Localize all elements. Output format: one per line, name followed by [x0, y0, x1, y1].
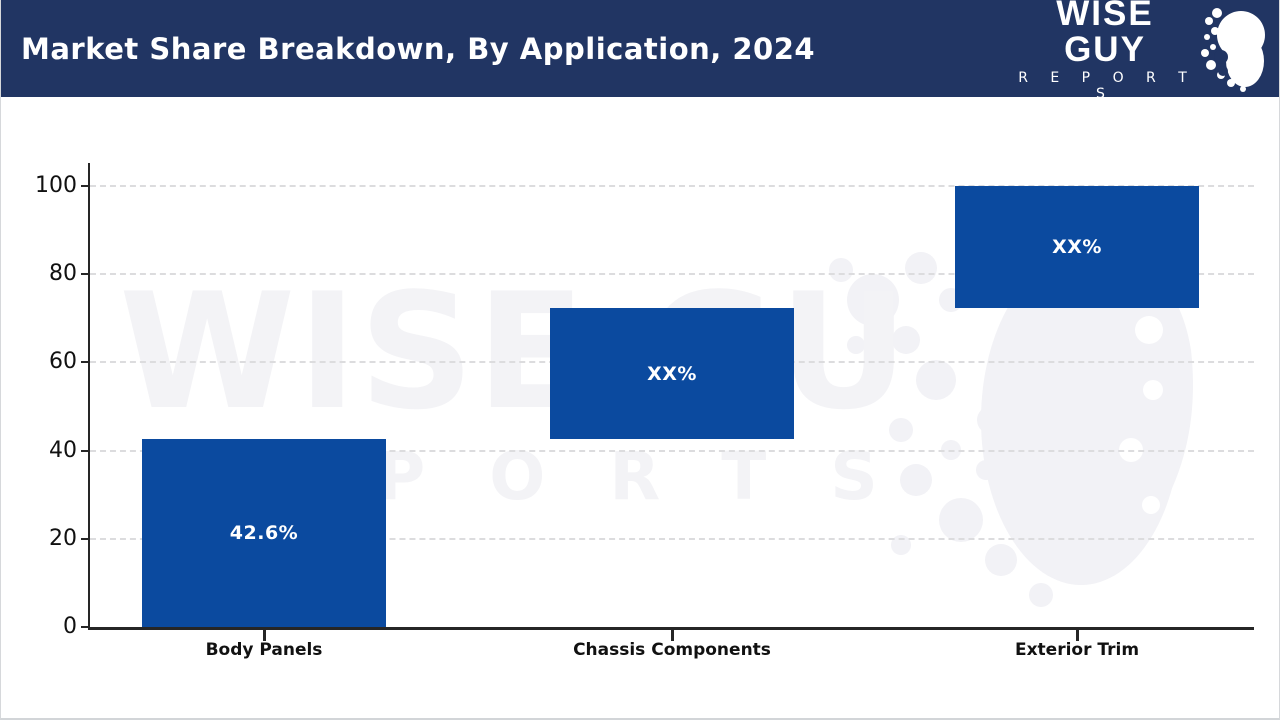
y-axis-spine: [88, 163, 90, 627]
x-axis-category-label: Body Panels: [205, 640, 323, 660]
y-axis-tick-label: 0: [63, 614, 77, 639]
y-axis-tick: [81, 185, 89, 187]
gridline-y80: [90, 273, 1254, 276]
x-axis-category-label: Chassis Components: [573, 640, 771, 660]
y-axis-tick-label: 80: [49, 261, 77, 287]
wiseguy-logo-line1: WISE GUY: [1056, 0, 1154, 69]
bar-value-label: XX%: [1052, 236, 1102, 259]
gridline-y40: [90, 449, 1254, 452]
y-axis-tick: [81, 449, 89, 452]
y-axis-tick-label: 60: [49, 349, 77, 375]
x-axis-tick: [1076, 630, 1079, 641]
y-axis-tick: [81, 626, 89, 628]
gridline-y20: [90, 537, 1254, 540]
bar-body-panels: 42.6%: [142, 439, 386, 627]
chart-title: Market Share Breakdown, By Application, …: [21, 31, 816, 66]
y-axis-tick-label: 40: [49, 437, 77, 463]
wiseguy-logo: WISE GUY R E P O R T S: [1011, 0, 1267, 102]
plot-area: 0 20 40 60 80 100 42.6% XX% XX% Body Panels Chassi…: [1, 97, 1279, 718]
x-axis-category-label: Exterior Trim: [1014, 640, 1140, 660]
bar-value-label: 42.6%: [229, 522, 299, 545]
x-axis-tick: [671, 630, 674, 641]
header: Market Share Breakdown, By Application, …: [1, 0, 1279, 102]
wiseguy-logo-text: WISE GUY R E P O R T S: [1011, 0, 1199, 102]
x-axis-spine: [88, 627, 1254, 630]
y-axis-tick: [81, 273, 89, 276]
gridline-y100: [90, 185, 1254, 187]
bar-chassis-components: XX%: [550, 308, 794, 440]
y-axis-tick: [81, 361, 89, 364]
y-axis-tick: [81, 537, 89, 540]
x-axis-tick: [263, 630, 266, 641]
wiseguy-logo-line2: R E P O R T S: [1018, 69, 1196, 102]
bar-value-label: XX%: [647, 362, 697, 385]
bar-exterior-trim: XX%: [955, 186, 1199, 309]
y-axis-tick-label: 100: [35, 173, 77, 198]
y-axis-tick-label: 20: [49, 525, 77, 551]
wiseguy-face-icon: [1201, 7, 1265, 92]
